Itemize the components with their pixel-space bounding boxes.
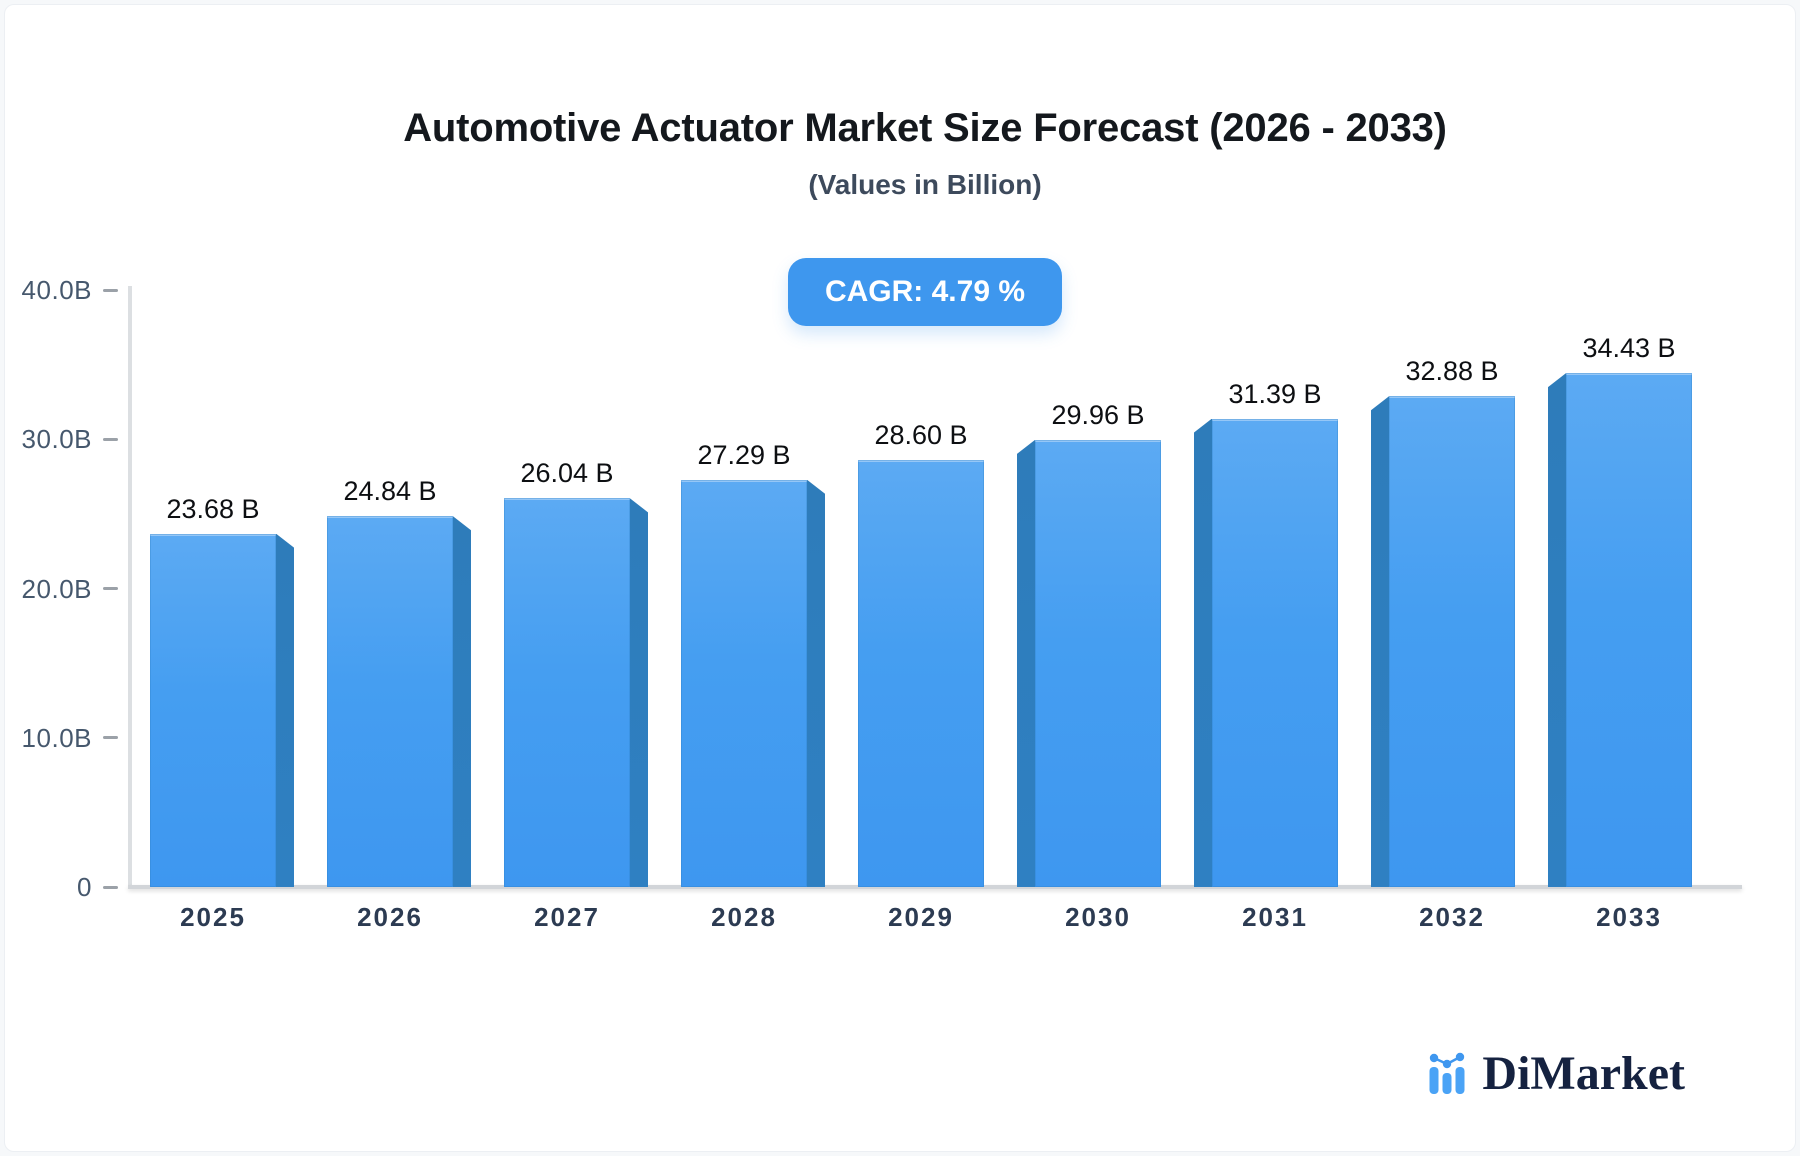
bar-side	[276, 533, 294, 887]
bar-side	[453, 516, 471, 887]
y-tick-mark	[103, 885, 118, 889]
bar-2033	[1566, 373, 1692, 887]
bar-side	[1548, 373, 1566, 887]
bar-2031	[1212, 418, 1338, 887]
bar-side	[807, 479, 825, 887]
brand-logo: DiMarket	[1428, 1048, 1685, 1098]
bar-2032	[1389, 396, 1515, 887]
bar-2027	[504, 498, 630, 887]
y-tick-label: 40.0B	[21, 275, 92, 305]
bar-side	[1017, 439, 1035, 887]
x-axis-line	[128, 885, 1742, 889]
y-axis-line	[128, 286, 132, 889]
bar-value-label: 34.43 B	[1582, 333, 1676, 364]
y-tick-label: 30.0B	[21, 424, 92, 455]
bar-value-label: 27.29 B	[697, 439, 791, 470]
x-tick-label: 2028	[711, 902, 777, 932]
bar-value-label: 28.60 B	[874, 420, 968, 451]
brand-logo-text: DiMarket	[1482, 1047, 1685, 1100]
bar-value-label: 32.88 B	[1405, 356, 1499, 387]
bar-2026	[327, 516, 453, 887]
chart-subtitle: (Values in Billion)	[808, 169, 1042, 200]
chart-title: Automotive Actuator Market Size Forecast…	[403, 106, 1447, 150]
bar-2028	[681, 479, 807, 887]
bar-value-label: 26.04 B	[520, 458, 614, 489]
y-tick-mark	[103, 288, 118, 292]
cagr-badge-row: CAGR: 4.79 %	[50, 258, 1800, 326]
bar-value-label: 23.68 B	[166, 493, 260, 524]
bar-side	[630, 498, 648, 887]
y-tick-label: 20.0B	[21, 573, 92, 604]
bar-value-label: 29.96 B	[1051, 399, 1145, 430]
x-tick-label: 2031	[1242, 902, 1308, 932]
y-tick-mark	[103, 437, 118, 441]
cagr-badge: CAGR: 4.79 %	[787, 258, 1063, 326]
x-tick-label: 2030	[1065, 902, 1131, 932]
bar-value-label: 24.84 B	[343, 476, 437, 507]
bar-line-chart-icon	[1429, 1052, 1465, 1094]
x-tick-label: 2029	[888, 902, 954, 932]
x-tick-label: 2027	[534, 902, 600, 932]
y-tick-label: 0	[77, 872, 92, 902]
bar-side	[1194, 418, 1212, 887]
y-tick-label: 10.0B	[21, 722, 92, 753]
y-tick-mark	[103, 736, 118, 740]
bar-2029	[858, 460, 984, 887]
bar-value-label: 31.39 B	[1228, 378, 1322, 409]
x-tick-label: 2032	[1419, 902, 1485, 932]
x-tick-label: 2026	[357, 902, 423, 932]
x-tick-label: 2025	[180, 902, 246, 932]
x-tick-label: 2033	[1596, 902, 1662, 932]
bar-2030	[1035, 439, 1161, 887]
bar-2025	[150, 533, 276, 887]
y-tick-mark	[103, 587, 118, 590]
bar-side	[1371, 396, 1389, 887]
